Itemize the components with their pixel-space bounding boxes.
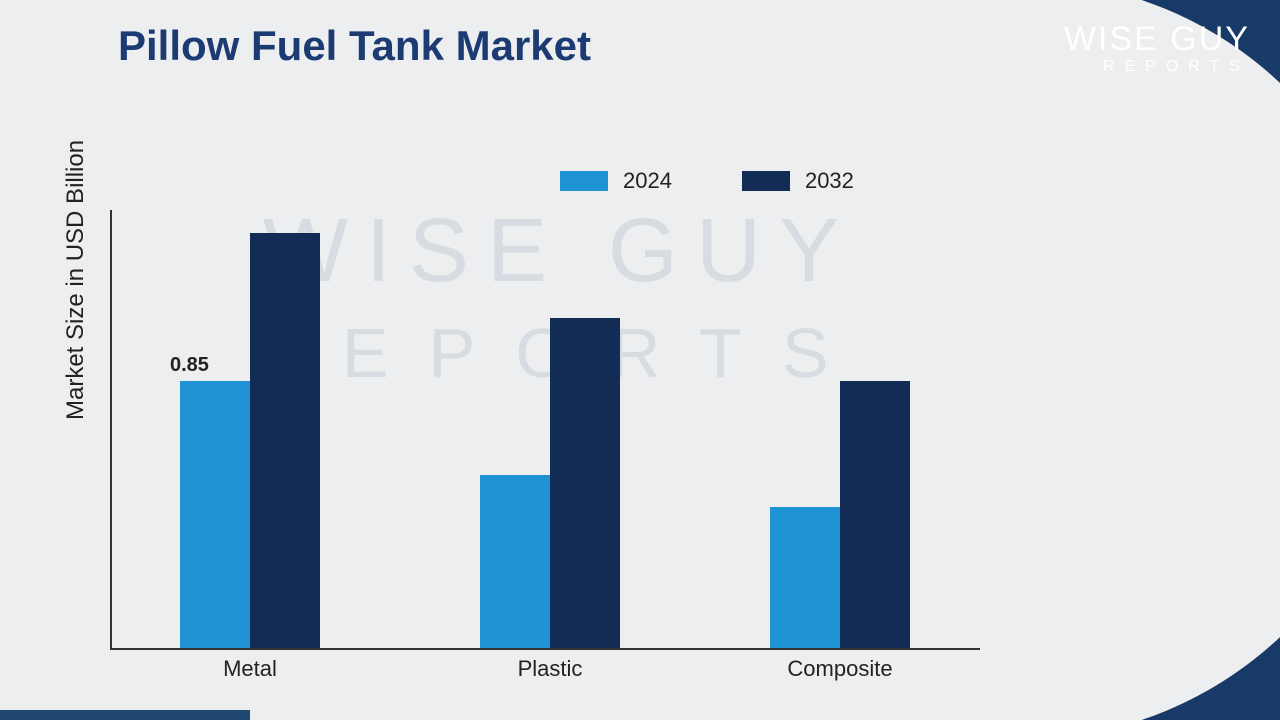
logo-line2: REPORTS: [1064, 58, 1250, 76]
category-label-composite: Composite: [740, 656, 940, 682]
y-axis: [110, 210, 112, 650]
bottom-strip: [0, 710, 250, 720]
category-label-plastic: Plastic: [450, 656, 650, 682]
chart-title: Pillow Fuel Tank Market: [118, 22, 591, 70]
logo-line1: WISE GUY: [1064, 22, 1250, 56]
bar-metal-2032: [250, 233, 320, 648]
legend-swatch-2032: [742, 171, 790, 191]
chart-canvas: WISE GUY REPORTS Pillow Fuel Tank Market…: [0, 0, 1280, 720]
legend: 2024 2032: [560, 168, 854, 194]
bar-group-composite: Composite: [770, 381, 910, 648]
legend-item-2024: 2024: [560, 168, 672, 194]
bar-metal-2024: [180, 381, 250, 648]
bar-composite-2024: [770, 507, 840, 648]
legend-label-2024: 2024: [623, 168, 672, 194]
value-label-metal-2024: 0.85: [170, 354, 209, 377]
legend-label-2032: 2032: [805, 168, 854, 194]
bar-chart: Metal Plastic Composite 0.85: [110, 210, 980, 650]
bar-group-plastic: Plastic: [480, 318, 620, 648]
y-axis-label: Market Size in USD Billion: [62, 140, 90, 420]
legend-item-2032: 2032: [742, 168, 854, 194]
bar-plastic-2024: [480, 475, 550, 648]
category-label-metal: Metal: [150, 656, 350, 682]
x-axis: [110, 648, 980, 650]
legend-swatch-2024: [560, 171, 608, 191]
bar-plastic-2032: [550, 318, 620, 648]
bar-composite-2032: [840, 381, 910, 648]
bar-group-metal: Metal: [180, 233, 320, 648]
brand-logo: WISE GUY REPORTS: [1064, 22, 1250, 76]
